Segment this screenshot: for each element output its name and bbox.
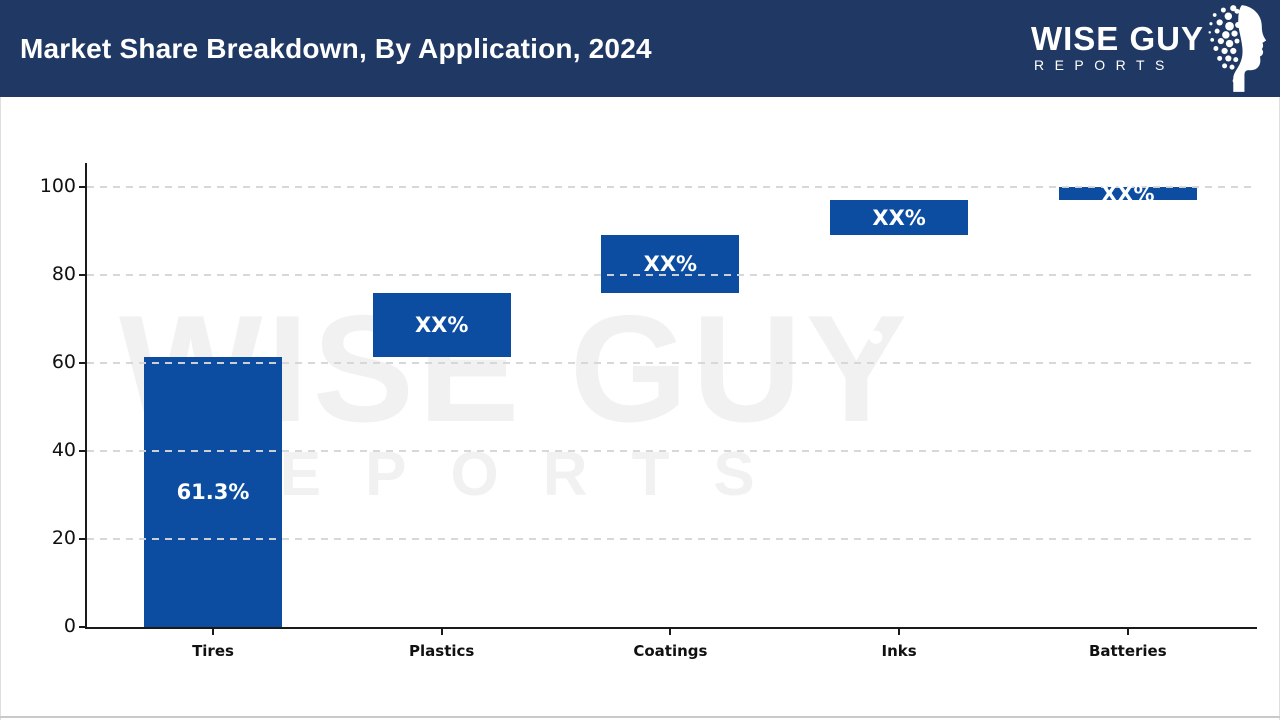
bar-value-label-tires: 61.3%	[176, 480, 250, 505]
x-tick-plastics	[440, 627, 443, 635]
logo-wordmark-secondary: REPORTS	[1033, 57, 1175, 73]
x-axis-label-tires: Tires	[192, 642, 234, 660]
y-tick-0	[79, 626, 86, 628]
image-bottom-border	[0, 716, 1280, 718]
bar-value-label-coatings: XX%	[643, 252, 698, 276]
bar-value-label-batteries: XX%	[1101, 181, 1155, 206]
header-bar: Market Share Breakdown, By Application, …	[0, 0, 1280, 97]
y-tick-label-40: 40	[51, 439, 76, 461]
gridline-100	[87, 186, 1257, 188]
x-tick-tires	[212, 627, 214, 635]
gridline-40	[87, 450, 1257, 452]
bar-coatings	[601, 235, 740, 293]
y-axis-spine	[85, 163, 87, 629]
x-axis-label-batteries: Batteries	[1088, 642, 1167, 660]
y-tick-40	[79, 450, 86, 452]
gridline-80	[87, 274, 1257, 276]
y-tick-label-0: 0	[63, 615, 76, 637]
bar-plastics	[372, 292, 511, 358]
logo-wordmark-primary: WISE GUY	[1030, 20, 1204, 57]
bar-tires	[144, 357, 282, 627]
y-tick-100	[79, 186, 86, 188]
bar-value-label-plastics: XX%	[414, 312, 469, 337]
x-tick-coatings	[669, 627, 672, 635]
y-tick-60	[79, 362, 86, 364]
logo-wordmark: WISE GUY REPORTS	[1030, 20, 1204, 73]
dotted-head-profile-icon	[1208, 5, 1267, 92]
y-tick-80	[79, 274, 86, 276]
x-axis-label-inks: Inks	[881, 642, 917, 660]
y-tick-label-20: 20	[51, 527, 76, 549]
chart-title: Market Share Breakdown, By Application, …	[20, 32, 652, 64]
y-tick-label-100: 100	[39, 175, 76, 197]
gridline-60	[87, 362, 1257, 364]
gridline-20	[87, 538, 1257, 540]
wiseguy-reports-logo: WISE GUY REPORTS	[1031, 5, 1268, 92]
y-tick-label-80: 80	[51, 263, 76, 285]
chart-canvas: WISE GUY REPORTS 0 20 40 60 80 100 61.3% Tires X…	[0, 97, 1280, 720]
bar-value-label-inks: XX%	[872, 205, 926, 230]
x-axis-label-plastics: Plastics	[409, 642, 475, 660]
x-axis-label-coatings: Coatings	[633, 642, 708, 660]
y-tick-label-60: 60	[51, 351, 76, 373]
watermark-head-profile-icon	[869, 192, 1177, 654]
x-axis-spine	[85, 627, 1257, 629]
y-tick-20	[79, 538, 86, 540]
